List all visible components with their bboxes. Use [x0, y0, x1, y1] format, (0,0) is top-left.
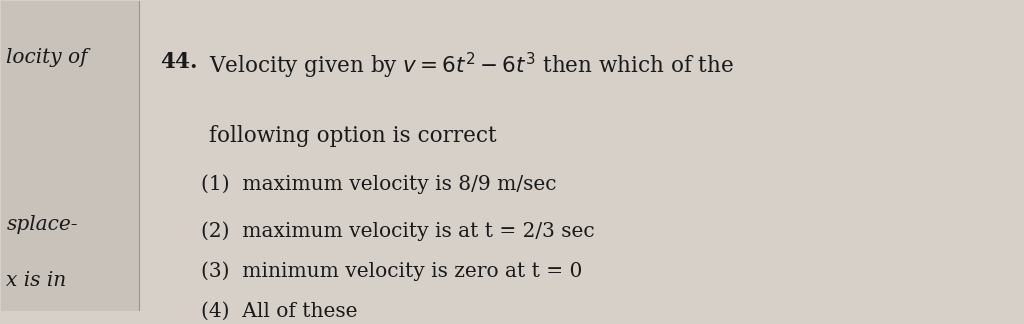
Text: (4)  All of these: (4) All of these	[201, 302, 357, 321]
Text: x is in: x is in	[6, 271, 67, 290]
Text: following option is correct: following option is correct	[209, 125, 497, 147]
Text: (2)  maximum velocity is at t = 2/3 sec: (2) maximum velocity is at t = 2/3 sec	[201, 221, 594, 241]
Text: 44.: 44.	[160, 51, 198, 73]
Text: (3)  minimum velocity is zero at t = 0: (3) minimum velocity is zero at t = 0	[201, 261, 582, 281]
Text: (1)  maximum velocity is 8/9 m/sec: (1) maximum velocity is 8/9 m/sec	[201, 175, 556, 194]
Text: splace-: splace-	[6, 215, 78, 234]
Text: Velocity given by $v = 6t^2 - 6t^3$ then which of the: Velocity given by $v = 6t^2 - 6t^3$ then…	[209, 51, 734, 81]
FancyBboxPatch shape	[1, 1, 139, 311]
Text: locity of: locity of	[6, 48, 88, 67]
